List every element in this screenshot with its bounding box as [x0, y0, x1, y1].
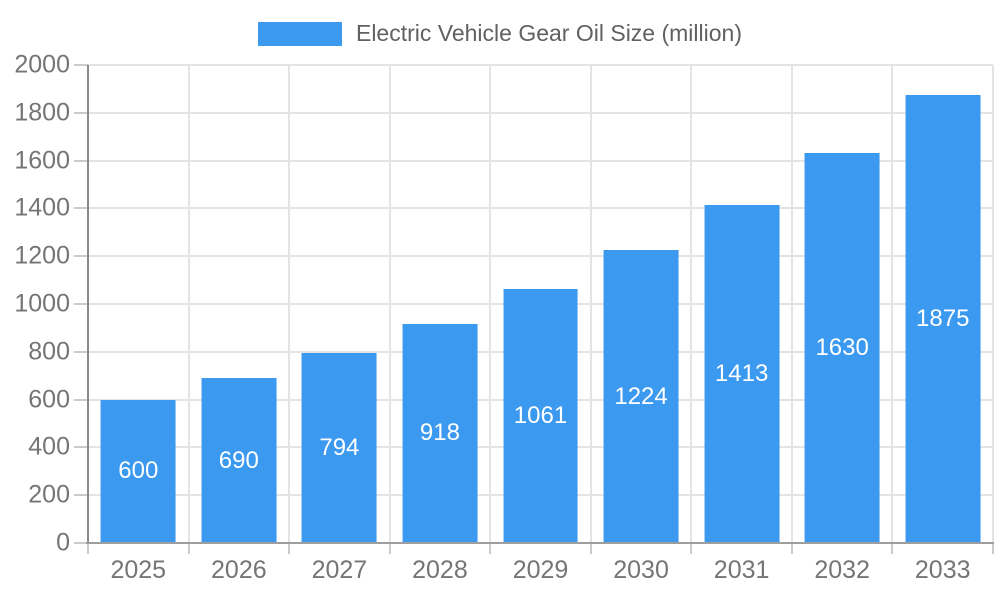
x-tick — [589, 544, 592, 554]
x-tick — [288, 544, 291, 554]
bar[interactable]: 1413 — [704, 205, 780, 543]
gridline-horizontal — [88, 64, 993, 66]
x-tick-label: 2026 — [211, 556, 267, 584]
y-tick — [74, 64, 88, 66]
bar[interactable]: 1630 — [804, 153, 880, 543]
bar-value-label: 1413 — [714, 360, 769, 388]
legend: Electric Vehicle Gear Oil Size (million) — [0, 20, 1000, 47]
x-tick-label: 2031 — [713, 556, 770, 584]
y-tick — [74, 494, 88, 497]
bar[interactable]: 690 — [201, 378, 277, 543]
legend-item[interactable]: Electric Vehicle Gear Oil Size (million) — [257, 20, 742, 47]
gridline-vertical — [288, 65, 291, 543]
y-tick-label: 1400 — [14, 193, 70, 222]
y-tick-label: 200 — [28, 480, 70, 509]
y-tick — [74, 446, 88, 449]
bar-value-label: 918 — [419, 419, 460, 447]
x-tick-label: 2027 — [311, 556, 368, 584]
gridline-vertical — [790, 65, 793, 543]
bar-value-label: 794 — [319, 434, 360, 462]
gridline-horizontal — [88, 159, 993, 162]
y-tick-label: 1000 — [14, 289, 70, 318]
gridline-vertical — [891, 65, 894, 543]
bar[interactable]: 918 — [402, 323, 478, 543]
bar[interactable]: 1875 — [905, 94, 981, 543]
y-tick-label: 2000 — [14, 50, 70, 79]
gridline-vertical — [187, 65, 190, 543]
bar-value-label: 1875 — [916, 304, 970, 332]
gridline-vertical — [489, 65, 492, 543]
y-tick-label: 1600 — [14, 146, 70, 175]
x-tick — [489, 544, 492, 554]
x-tick — [891, 544, 894, 554]
gridline-horizontal — [88, 207, 993, 210]
bar-value-label: 600 — [118, 457, 159, 485]
x-tick-label: 2029 — [512, 556, 569, 584]
bar[interactable]: 1061 — [503, 289, 578, 543]
y-tick — [74, 207, 88, 210]
x-tick — [992, 544, 994, 554]
bar[interactable]: 794 — [301, 353, 377, 543]
x-tick — [87, 544, 89, 554]
y-tick — [74, 111, 88, 114]
bar-value-label: 1061 — [513, 402, 568, 430]
y-tick-label: 800 — [28, 337, 70, 366]
gridline-horizontal — [88, 111, 993, 114]
gridline-vertical — [388, 65, 391, 543]
x-tick-label: 2025 — [110, 556, 167, 584]
x-tick-label: 2033 — [914, 556, 971, 584]
y-tick — [74, 255, 88, 258]
x-tick — [187, 544, 190, 554]
y-tick-label: 1200 — [14, 241, 70, 270]
bar[interactable]: 600 — [100, 399, 176, 543]
bar[interactable]: 1224 — [603, 250, 679, 543]
y-tick-label: 600 — [28, 385, 70, 414]
y-tick — [74, 303, 88, 305]
gridline-vertical — [690, 65, 693, 543]
gridline-horizontal — [88, 255, 993, 258]
legend-label: Electric Vehicle Gear Oil Size (million) — [355, 20, 742, 46]
x-tick — [388, 544, 391, 554]
y-tick — [74, 398, 88, 401]
gridline-vertical — [992, 65, 994, 543]
y-tick-label: 0 — [56, 528, 70, 557]
y-axis-line — [87, 65, 89, 543]
legend-swatch — [257, 21, 342, 46]
y-tick — [74, 350, 88, 353]
bar-value-label: 690 — [218, 446, 259, 474]
y-tick — [74, 159, 88, 162]
x-tick-label: 2030 — [613, 556, 669, 584]
x-tick-label: 2028 — [412, 556, 468, 584]
x-tick — [690, 544, 693, 554]
bar-value-label: 1224 — [614, 382, 668, 410]
plot-area: 600 690 794 918 1061 1224 1413 1630 1875 — [88, 64, 994, 543]
x-tick-label: 2032 — [814, 556, 870, 584]
y-tick-label: 1800 — [14, 98, 70, 127]
bar-value-label: 1630 — [815, 334, 869, 362]
y-tick — [74, 542, 88, 544]
gridline-vertical — [589, 65, 592, 543]
y-tick-label: 400 — [28, 432, 70, 461]
x-axis-line — [86, 542, 994, 544]
x-tick — [790, 544, 793, 554]
